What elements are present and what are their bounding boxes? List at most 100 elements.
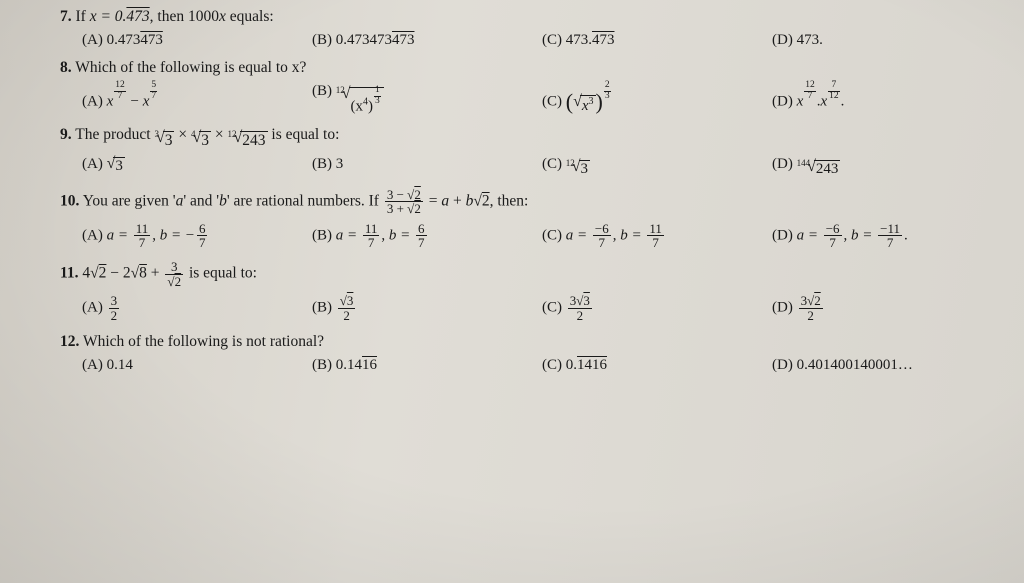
label: (B) — [312, 83, 332, 99]
option-C: (C) 12√3 — [542, 156, 762, 178]
option-A: (A) √3 — [82, 156, 302, 178]
x: x — [143, 94, 150, 110]
label: (C) — [542, 300, 562, 316]
rp: ) — [596, 95, 603, 109]
qnum: 8. — [60, 59, 72, 76]
option-B: (B) √32 — [312, 294, 532, 322]
root: 4√3 — [191, 131, 211, 150]
qnum: 12. — [60, 333, 79, 350]
root: 12√3 — [566, 160, 590, 178]
option-D: (D) 144√243 — [772, 156, 992, 178]
option-D: (D) a = −67, b = −117. — [772, 222, 992, 250]
f: 67 — [197, 222, 208, 250]
question-11-text: 11. 4√2 − 2√8 + 3√2 is equal to: — [60, 260, 1004, 288]
option-B: (B) 0.1416 — [312, 357, 532, 374]
f: −67 — [824, 222, 842, 250]
label: (D) — [772, 227, 793, 243]
rep: 1416 — [577, 357, 607, 373]
label: (C) — [542, 32, 562, 48]
var: x — [219, 8, 226, 25]
val: 473. — [566, 32, 592, 48]
label: (D) — [772, 300, 793, 316]
root: √x3 — [573, 95, 595, 115]
label: (A) — [82, 94, 103, 110]
label: (B) — [312, 32, 332, 48]
f: 67 — [416, 222, 427, 250]
label: (C) — [542, 227, 562, 243]
val: 0. — [566, 357, 577, 373]
worksheet-page: 7. If x = 0.473, then 1000x equals: (A) … — [0, 0, 1024, 392]
option-B: (B) 3 — [312, 156, 532, 178]
rep: 473 — [592, 32, 615, 48]
root: 12√243 — [228, 131, 268, 150]
label: (D) — [772, 156, 793, 172]
question-10: 10. You are given 'a' and 'b' are ration… — [60, 188, 1004, 255]
label: (A) — [82, 156, 103, 172]
val: 3 — [336, 156, 344, 172]
option-A: (A) 0.14 — [82, 357, 302, 374]
f: 32 — [109, 294, 120, 322]
option-A: (A) 0.473473 — [82, 32, 302, 49]
options: (A) 0.14 (B) 0.1416 (C) 0.1416 (D) 0.401… — [82, 357, 1004, 378]
option-C: (C) a = −67, b = 117 — [542, 222, 762, 250]
rep: 473 — [126, 8, 149, 25]
option-D: (D) x127.x712. — [772, 83, 992, 116]
val: 0.401400140001… — [797, 357, 913, 373]
question-11: 11. 4√2 − 2√8 + 3√2 is equal to: (A) 32 … — [60, 260, 1004, 327]
exp: 712 — [828, 81, 840, 101]
expr: x = 0. — [90, 8, 127, 25]
lp: ( — [566, 95, 573, 109]
question-12-text: 12. Which of the following is not ration… — [60, 333, 1004, 351]
label: (C) — [542, 156, 562, 172]
option-C: (C) 3√32 — [542, 294, 762, 322]
f: −117 — [878, 222, 902, 250]
qnum: 11. — [60, 265, 79, 282]
val: 0.473473 — [336, 32, 392, 48]
text: You are given ' — [83, 192, 176, 209]
f: 117 — [363, 222, 380, 250]
exp: 127 — [804, 81, 816, 101]
option-C: (C) 473.473 — [542, 32, 762, 49]
option-D: (D) 0.401400140001… — [772, 357, 992, 374]
option-D: (D) 3√22 — [772, 294, 992, 322]
question-9: 9. The product 3√3 × 4√3 × 12√243 is equ… — [60, 126, 1004, 182]
label: (A) — [82, 227, 103, 243]
f: 3√22 — [799, 294, 823, 322]
option-D: (D) 473. — [772, 32, 992, 49]
text: Which of the following is equal to x? — [75, 59, 306, 76]
option-B: (B) 0.473473473 — [312, 32, 532, 49]
f: −67 — [593, 222, 611, 250]
label: (B) — [312, 156, 332, 172]
x: x — [821, 94, 828, 110]
root: √3 — [107, 157, 125, 175]
text: The product — [75, 126, 154, 143]
option-A: (A) 32 — [82, 294, 302, 322]
text: is equal to: — [271, 126, 339, 143]
question-9-text: 9. The product 3√3 × 4√3 × 12√243 is equ… — [60, 126, 1004, 150]
option-C: (C) 0.1416 — [542, 357, 762, 374]
text: equals: — [226, 8, 274, 25]
x: x — [107, 94, 114, 110]
text: , then 1000 — [150, 8, 219, 25]
label: (D) — [772, 32, 793, 48]
options: (A) x127 − x57 (B) 12√(x4)13 (C) (√x3)23… — [82, 83, 1004, 120]
frac: 3√2 — [165, 260, 183, 288]
question-7-text: 7. If x = 0.473, then 1000x equals: — [60, 8, 1004, 26]
text: If — [76, 8, 90, 25]
option-C: (C) (√x3)23 — [542, 83, 762, 116]
label: (C) — [542, 94, 562, 110]
label: (D) — [772, 357, 793, 373]
root: 12√(x4)13 — [336, 87, 384, 116]
label: (D) — [772, 94, 793, 110]
label: (B) — [312, 227, 332, 243]
exp: 127 — [114, 81, 126, 101]
label: (A) — [82, 300, 103, 316]
rep: 473 — [392, 32, 415, 48]
option-B: (B) 12√(x4)13 — [312, 83, 532, 116]
question-8: 8. Which of the following is equal to x?… — [60, 59, 1004, 120]
val: 0.473 — [107, 32, 141, 48]
f: √32 — [338, 294, 356, 322]
options: (A) √3 (B) 3 (C) 12√3 (D) 144√243 — [82, 156, 1004, 182]
exp: 13 — [374, 86, 381, 106]
qnum: 9. — [60, 126, 72, 143]
